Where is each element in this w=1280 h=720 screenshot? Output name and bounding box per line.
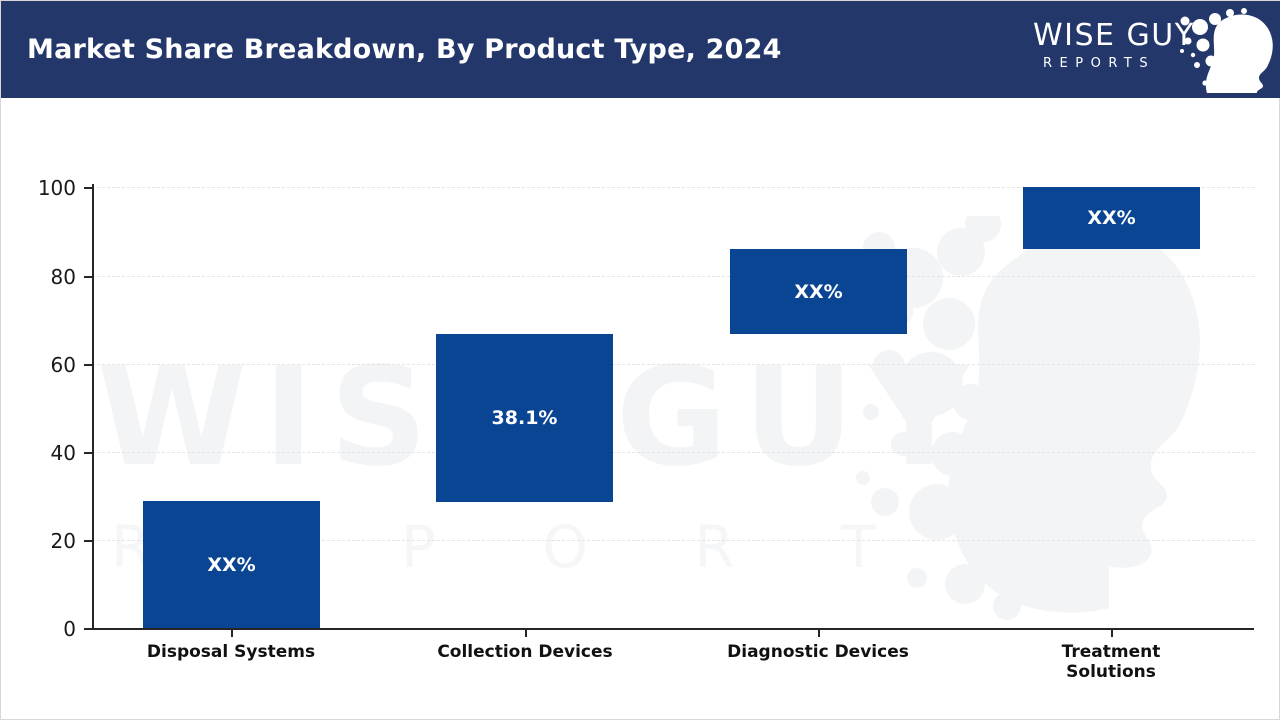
x-tick-label-diagnostic-devices: Diagnostic Devices bbox=[727, 642, 909, 662]
svg-text:REPORTS: REPORTS bbox=[1043, 56, 1155, 71]
bar-label-collection-devices: 38.1% bbox=[491, 407, 558, 429]
y-tick-mark-100 bbox=[84, 187, 93, 189]
y-axis-line bbox=[92, 184, 94, 630]
y-tick-label-60: 60 bbox=[50, 353, 76, 377]
y-tick-label-20: 20 bbox=[50, 529, 76, 553]
y-tick-mark-60 bbox=[84, 364, 93, 366]
x-tick-label-treatment-solutions-line2: Solutions bbox=[1066, 662, 1156, 683]
x-axis-line bbox=[92, 628, 1254, 630]
page-title: Market Share Breakdown, By Product Type,… bbox=[27, 34, 782, 65]
x-tick-mark-collection-devices bbox=[525, 628, 527, 637]
gridline-60 bbox=[92, 364, 1255, 365]
x-tick-label-treatment-solutions-line1: Treatment bbox=[1061, 642, 1161, 662]
x-tick-mark-diagnostic-devices bbox=[818, 628, 820, 637]
gridline-80 bbox=[92, 276, 1255, 277]
y-tick-label-0: 0 bbox=[63, 617, 76, 641]
y-tick-label-100: 100 bbox=[37, 176, 76, 200]
y-tick-label-80: 80 bbox=[50, 265, 76, 289]
y-tick-mark-0 bbox=[84, 628, 93, 630]
x-tick-mark-treatment-solutions bbox=[1111, 628, 1113, 637]
bar-diagnostic-devices[interactable]: XX% bbox=[730, 249, 907, 334]
y-tick-label-40: 40 bbox=[50, 441, 76, 465]
y-tick-mark-20 bbox=[84, 540, 93, 542]
bar-label-disposal-systems: XX% bbox=[207, 553, 256, 576]
bar-treatment-solutions[interactable]: XX% bbox=[1023, 187, 1200, 249]
bar-disposal-systems[interactable]: XX% bbox=[143, 501, 320, 628]
bar-collection-devices[interactable]: 38.1% bbox=[436, 334, 613, 502]
svg-text:WISE GUY: WISE GUY bbox=[1033, 18, 1195, 53]
bar-label-diagnostic-devices: XX% bbox=[794, 280, 843, 303]
x-tick-label-disposal-systems: Disposal Systems bbox=[146, 642, 316, 662]
gridline-40 bbox=[92, 452, 1255, 453]
x-tick-mark-disposal-systems bbox=[231, 628, 233, 637]
x-tick-label-treatment-solutions: Treatment Solutions bbox=[1051, 642, 1171, 683]
y-tick-mark-40 bbox=[84, 452, 93, 454]
x-tick-label-collection-devices: Collection Devices bbox=[437, 642, 613, 662]
bar-label-treatment-solutions: XX% bbox=[1087, 207, 1136, 229]
wiseguy-reports-logo: WISE GUY REPORTS bbox=[1033, 8, 1273, 93]
gridline-100 bbox=[92, 187, 1255, 188]
chart-plot-area: WISE GUY R E P O R T S bbox=[1, 98, 1279, 719]
gridline-20 bbox=[92, 540, 1255, 541]
y-tick-mark-80 bbox=[84, 276, 93, 278]
page-header: Market Share Breakdown, By Product Type,… bbox=[1, 1, 1280, 98]
